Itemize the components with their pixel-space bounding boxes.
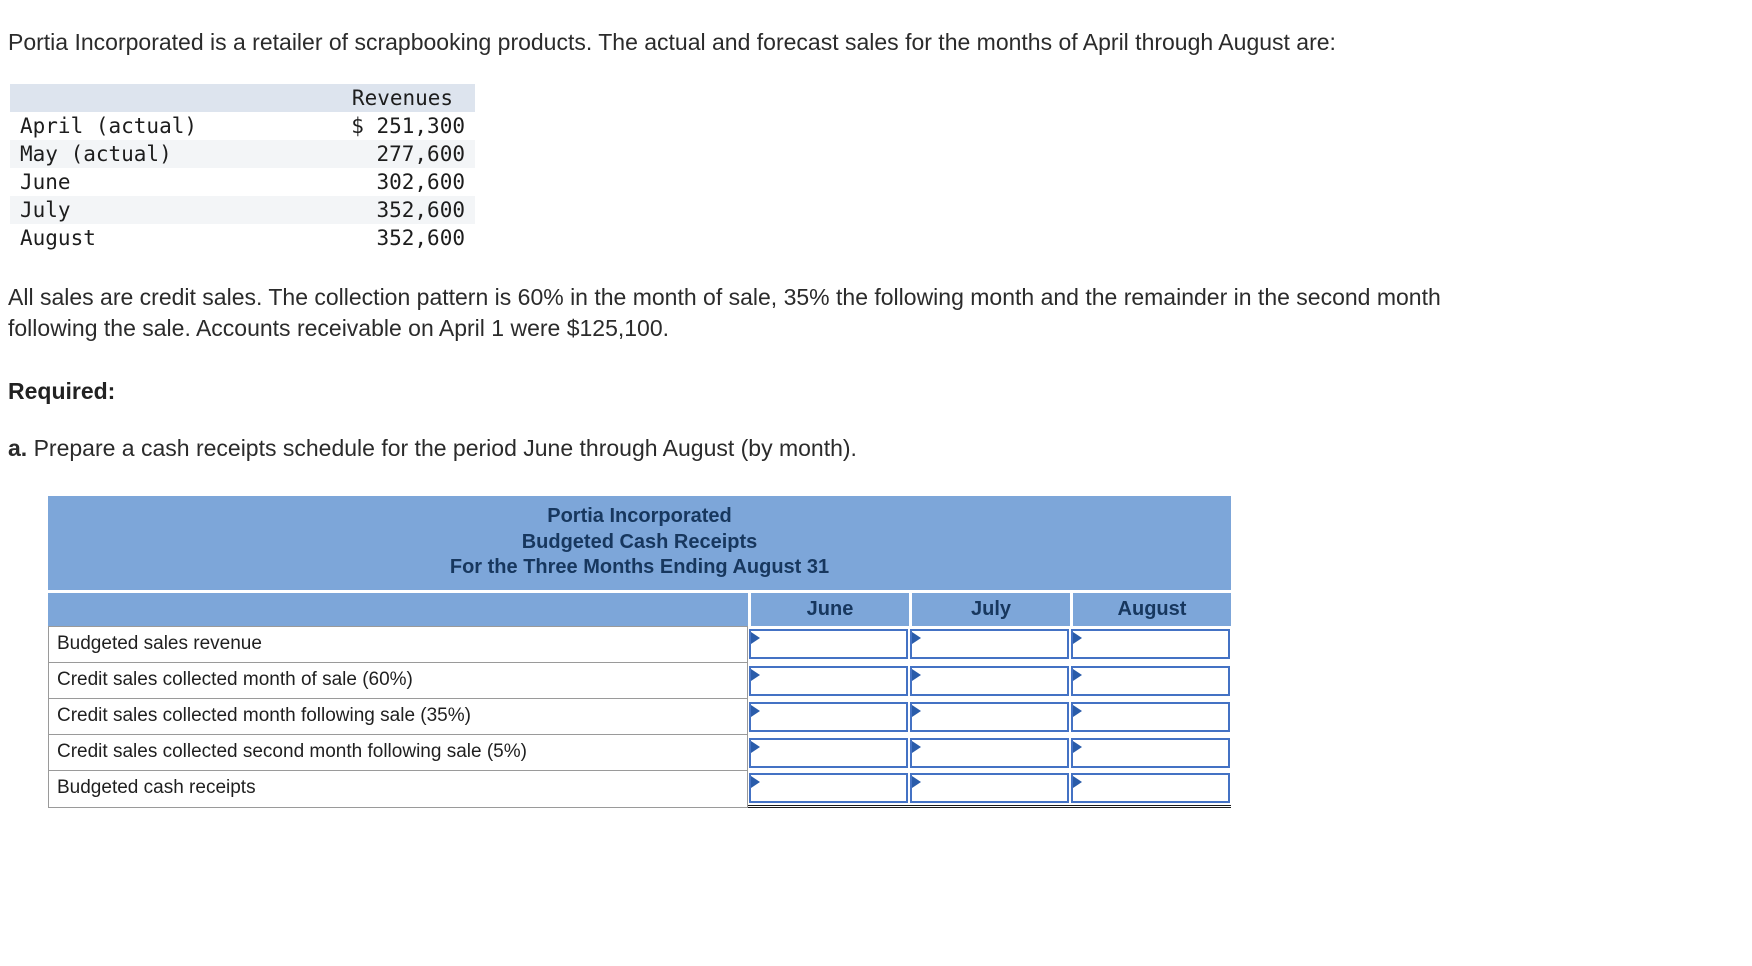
revenue-row: April (actual) $ 251,300 xyxy=(10,112,475,140)
input-cell-august-budgeted-cash-receipts[interactable] xyxy=(1070,770,1231,808)
row-label: Budgeted cash receipts xyxy=(48,770,748,808)
worksheet-title-block: Portia Incorporated Budgeted Cash Receip… xyxy=(48,495,1231,590)
input-marker-icon xyxy=(751,704,760,717)
input-marker-icon xyxy=(751,632,760,645)
input-cell-june-collected-month-of-sale[interactable] xyxy=(748,662,909,699)
input-value[interactable] xyxy=(751,775,906,778)
row-label: Credit sales collected month of sale (60… xyxy=(48,662,748,699)
revenue-month-label: May (actual) xyxy=(20,141,172,166)
input-value[interactable] xyxy=(1073,668,1228,671)
input-marker-icon xyxy=(751,740,760,753)
input-marker-icon xyxy=(1073,740,1082,753)
row-label: Credit sales collected second month foll… xyxy=(48,734,748,771)
revenues-header-spacer xyxy=(10,83,330,112)
revenue-month-label: June xyxy=(20,169,71,194)
input-cell-july-collected-month-of-sale[interactable] xyxy=(909,662,1070,699)
revenue-row: May (actual) 277,600 xyxy=(10,139,475,168)
input-value[interactable] xyxy=(912,775,1067,778)
worksheet-title-row: Portia Incorporated Budgeted Cash Receip… xyxy=(48,495,1231,590)
input-value[interactable] xyxy=(1073,740,1228,743)
input-cell-june-budgeted-sales-revenue[interactable] xyxy=(748,625,909,663)
revenue-row: June 302,600 xyxy=(10,168,475,196)
revenue-value: 302,600 xyxy=(376,169,465,194)
revenues-header: Revenues xyxy=(330,83,475,112)
input-marker-icon xyxy=(912,668,921,681)
revenue-value: $ 251,300 xyxy=(351,113,465,138)
worksheet-row-collected-month-of-sale: Credit sales collected month of sale (60… xyxy=(48,662,1231,699)
part-a-instruction: a. Prepare a cash receipts schedule for … xyxy=(8,435,1740,462)
input-value[interactable] xyxy=(912,668,1067,671)
input-cell-june-collected-month-following[interactable] xyxy=(748,698,909,735)
input-value[interactable] xyxy=(751,631,906,634)
row-label: Budgeted sales revenue xyxy=(48,625,748,663)
row-label: Credit sales collected month following s… xyxy=(48,698,748,735)
revenue-month-label: July xyxy=(20,197,71,222)
company-name: Portia Incorporated xyxy=(547,504,732,527)
input-cell-july-budgeted-sales-revenue[interactable] xyxy=(909,625,1070,663)
worksheet-row-budgeted-cash-receipts: Budgeted cash receipts xyxy=(48,770,1231,808)
revenue-value: 352,600 xyxy=(376,197,465,222)
input-marker-icon xyxy=(751,775,760,788)
input-value[interactable] xyxy=(1073,704,1228,707)
input-marker-icon xyxy=(1073,704,1082,717)
worksheet-column-header-row: June July August xyxy=(48,589,1231,626)
input-value[interactable] xyxy=(1073,631,1228,634)
revenue-month-label: August xyxy=(20,225,96,250)
input-cell-july-collected-second-month-following[interactable] xyxy=(909,734,1070,771)
input-value[interactable] xyxy=(912,631,1067,634)
intro-text: Portia Incorporated is a retailer of scr… xyxy=(8,29,1336,55)
input-marker-icon xyxy=(912,632,921,645)
input-value[interactable] xyxy=(751,668,906,671)
revenue-value: 352,600 xyxy=(376,225,465,250)
problem-page: Portia Incorporated is a retailer of scr… xyxy=(8,29,1740,808)
statement-period: For the Three Months Ending August 31 xyxy=(449,556,830,579)
column-header-august: August xyxy=(1070,589,1231,626)
input-marker-icon xyxy=(912,775,921,788)
cash-receipts-worksheet: Portia Incorporated Budgeted Cash Receip… xyxy=(48,495,1231,808)
input-cell-august-budgeted-sales-revenue[interactable] xyxy=(1070,625,1231,663)
part-a-prefix: a. xyxy=(8,434,28,461)
revenues-table: Revenues April (actual) $ 251,300 May (a… xyxy=(10,83,475,252)
input-marker-icon xyxy=(1073,775,1082,788)
collection-pattern-text: All sales are credit sales. The collecti… xyxy=(8,283,1441,341)
input-cell-june-budgeted-cash-receipts[interactable] xyxy=(748,770,909,808)
input-value[interactable] xyxy=(751,704,906,707)
revenue-value: 277,600 xyxy=(376,141,465,166)
input-cell-august-collected-month-of-sale[interactable] xyxy=(1070,662,1231,699)
revenue-row: August 352,600 xyxy=(10,224,475,252)
input-marker-icon xyxy=(912,704,921,717)
column-header-june: June xyxy=(748,589,909,626)
input-cell-july-budgeted-cash-receipts[interactable] xyxy=(909,770,1070,808)
input-value[interactable] xyxy=(751,740,906,743)
input-value[interactable] xyxy=(1073,775,1228,778)
statement-title: Budgeted Cash Receipts xyxy=(521,530,758,553)
worksheet-row-collected-second-month-following: Credit sales collected second month foll… xyxy=(48,734,1231,771)
revenue-month-label: April (actual) xyxy=(20,113,198,138)
input-cell-august-collected-second-month-following[interactable] xyxy=(1070,734,1231,771)
input-value[interactable] xyxy=(912,740,1067,743)
column-header-july: July xyxy=(909,589,1070,626)
worksheet-row-budgeted-sales-revenue: Budgeted sales revenue xyxy=(48,625,1231,663)
input-cell-june-collected-second-month-following[interactable] xyxy=(748,734,909,771)
part-a-text: Prepare a cash receipts schedule for the… xyxy=(33,434,857,461)
input-marker-icon xyxy=(1073,632,1082,645)
input-marker-icon xyxy=(1073,668,1082,681)
input-value[interactable] xyxy=(912,704,1067,707)
input-marker-icon xyxy=(912,740,921,753)
revenue-row: July 352,600 xyxy=(10,195,475,224)
input-cell-july-collected-month-following[interactable] xyxy=(909,698,1070,735)
revenues-header-row: Revenues xyxy=(10,83,475,112)
input-cell-august-collected-month-following[interactable] xyxy=(1070,698,1231,735)
input-marker-icon xyxy=(751,668,760,681)
required-label: Required: xyxy=(8,377,116,404)
worksheet-row-collected-month-following: Credit sales collected month following s… xyxy=(48,698,1231,735)
column-header-spacer xyxy=(48,589,748,626)
